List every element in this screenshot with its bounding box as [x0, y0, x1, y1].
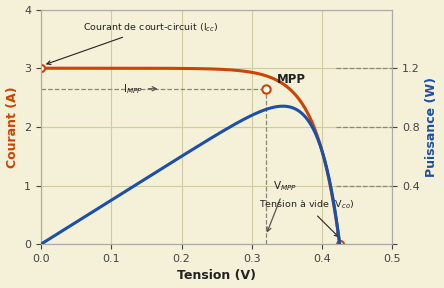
Y-axis label: Courant (A): Courant (A) [6, 86, 19, 168]
Text: MPP: MPP [277, 73, 305, 86]
Text: Tension à vide (V$_{co}$): Tension à vide (V$_{co}$) [259, 199, 354, 237]
Text: Courant de court-circuit (I$_{cc}$): Courant de court-circuit (I$_{cc}$) [47, 21, 218, 65]
Y-axis label: Puissance (W): Puissance (W) [425, 77, 438, 177]
X-axis label: Tension (V): Tension (V) [177, 270, 256, 283]
Text: V$_{MPP}$: V$_{MPP}$ [267, 180, 297, 232]
Text: I$_{MPP}$: I$_{MPP}$ [123, 82, 156, 96]
